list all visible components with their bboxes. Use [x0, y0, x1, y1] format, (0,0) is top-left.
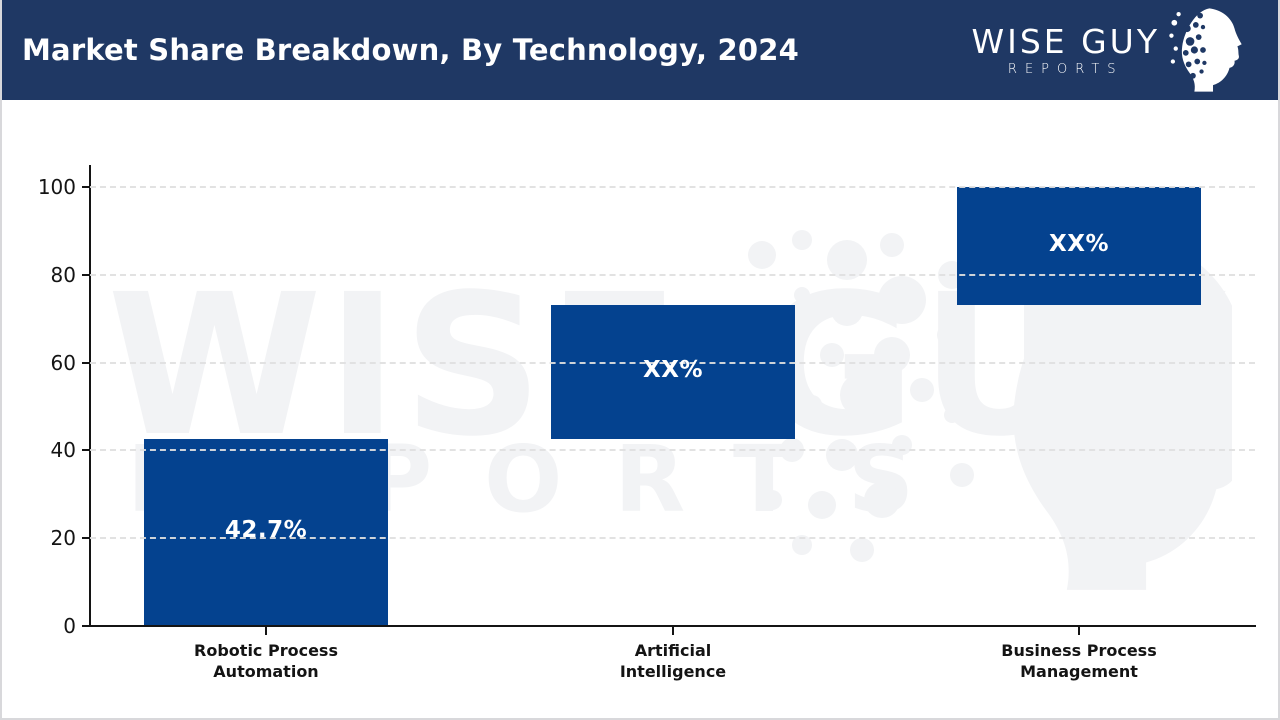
y-tick-mark — [82, 625, 90, 627]
brand-logo: WISE GUY REPORTS — [971, 7, 1256, 93]
chart-title: Market Share Breakdown, By Technology, 2… — [22, 33, 800, 67]
category-label-line: Artificial — [634, 641, 712, 660]
x-tick-mark — [1078, 627, 1080, 635]
y-tick-mark — [82, 186, 90, 188]
bar-value-label: 42.7% — [224, 517, 308, 544]
category-label-artificial-intelligence: Artificial Intelligence — [513, 641, 833, 683]
bar-artificial-intelligence — [551, 305, 795, 439]
brand-head-icon — [1169, 8, 1242, 92]
y-tick-mark — [82, 537, 90, 540]
brand-logo-text: WISE GUY REPORTS — [971, 25, 1160, 76]
x-axis-line — [89, 625, 1256, 627]
category-label-business-process-management: Business Process Management — [919, 641, 1239, 683]
category-label-robotic-process-automation: Robotic Process Automation — [106, 641, 426, 683]
y-tick-mark — [82, 273, 90, 276]
category-label-line: Management — [1020, 661, 1138, 681]
gridline-40 — [90, 449, 1255, 452]
brand-tagline: REPORTS — [1007, 61, 1124, 77]
category-label-line: Automation — [213, 661, 319, 681]
category-label-line: Business Process — [1001, 641, 1157, 660]
x-tick-mark — [265, 627, 267, 635]
gridline-60 — [90, 361, 1255, 364]
brand-wordmark: WISE GUY — [971, 21, 1160, 61]
bar-robotic-process-automation — [144, 438, 388, 626]
x-tick-mark — [672, 627, 674, 635]
y-tick-label: 20 — [50, 526, 76, 551]
y-tick-mark — [82, 449, 90, 452]
gridline-20 — [90, 537, 1255, 540]
y-tick-label: 60 — [50, 350, 76, 375]
y-tick-label: 100 — [37, 175, 76, 199]
bar-value-label: XX% — [642, 356, 703, 383]
category-label-line: Intelligence — [619, 661, 727, 681]
y-tick-label: 80 — [50, 262, 76, 287]
bar-value-label: XX% — [1048, 231, 1109, 258]
y-tick-label: 0 — [63, 614, 76, 638]
y-tick-mark — [82, 361, 90, 364]
gridline-80 — [90, 273, 1255, 276]
header: Market Share Breakdown, By Technology, 2… — [2, 0, 1278, 100]
y-axis-line — [89, 165, 91, 627]
y-tick-label: 40 — [50, 438, 76, 463]
gridline-100 — [90, 186, 1255, 188]
category-label-line: Robotic Process — [194, 641, 338, 660]
